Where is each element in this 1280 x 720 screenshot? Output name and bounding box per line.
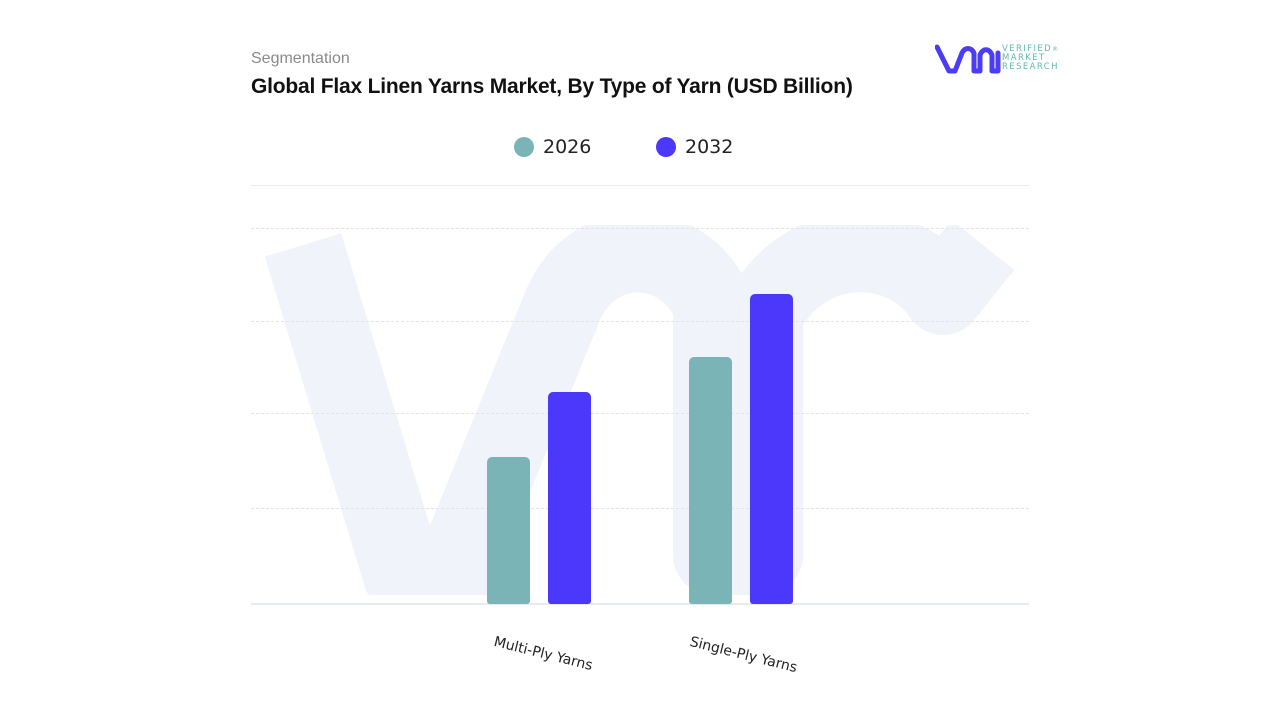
bar-single-ply-2026[interactable]: [689, 357, 732, 604]
subtitle: Segmentation: [251, 50, 350, 67]
legend-item-2032[interactable]: 2032: [656, 136, 733, 158]
legend-dot-2032-icon: [656, 137, 676, 157]
x-label-single-ply-yarns: Single-Ply Yarns: [688, 634, 799, 677]
chart-top-border: [251, 185, 1029, 186]
watermark-logo-icon: [264, 225, 1015, 595]
plot-area: [251, 185, 1029, 605]
legend-label-2032: 2032: [685, 136, 734, 158]
gridline: [251, 321, 1029, 322]
gridline: [251, 228, 1029, 229]
gridline: [251, 413, 1029, 414]
x-label-multi-ply-yarns: Multi-Ply Yarns: [492, 634, 595, 675]
bar-multi-ply-2032[interactable]: [548, 392, 591, 604]
legend: 2026 2032: [0, 136, 1280, 160]
logo-line-research: RESEARCH: [1002, 62, 1059, 72]
legend-label-2026: 2026: [543, 136, 592, 158]
logo-line-market: MARKET: [1002, 53, 1046, 63]
bar-multi-ply-2026[interactable]: [487, 457, 530, 604]
legend-dot-2026-icon: [514, 137, 534, 157]
x-axis-baseline: [251, 603, 1029, 605]
bar-single-ply-2032[interactable]: [750, 294, 793, 604]
chart-title: Global Flax Linen Yarns Market, By Type …: [251, 75, 853, 98]
legend-item-2026[interactable]: 2026: [514, 136, 591, 158]
logo-line-verified: VERIFIED: [1002, 44, 1053, 54]
registered-mark: ®: [1052, 46, 1060, 53]
logo-text: VERIFIED® MARKET RESEARCH: [1002, 45, 1060, 72]
gridline: [251, 508, 1029, 509]
vmr-logo-icon: [935, 44, 1001, 74]
